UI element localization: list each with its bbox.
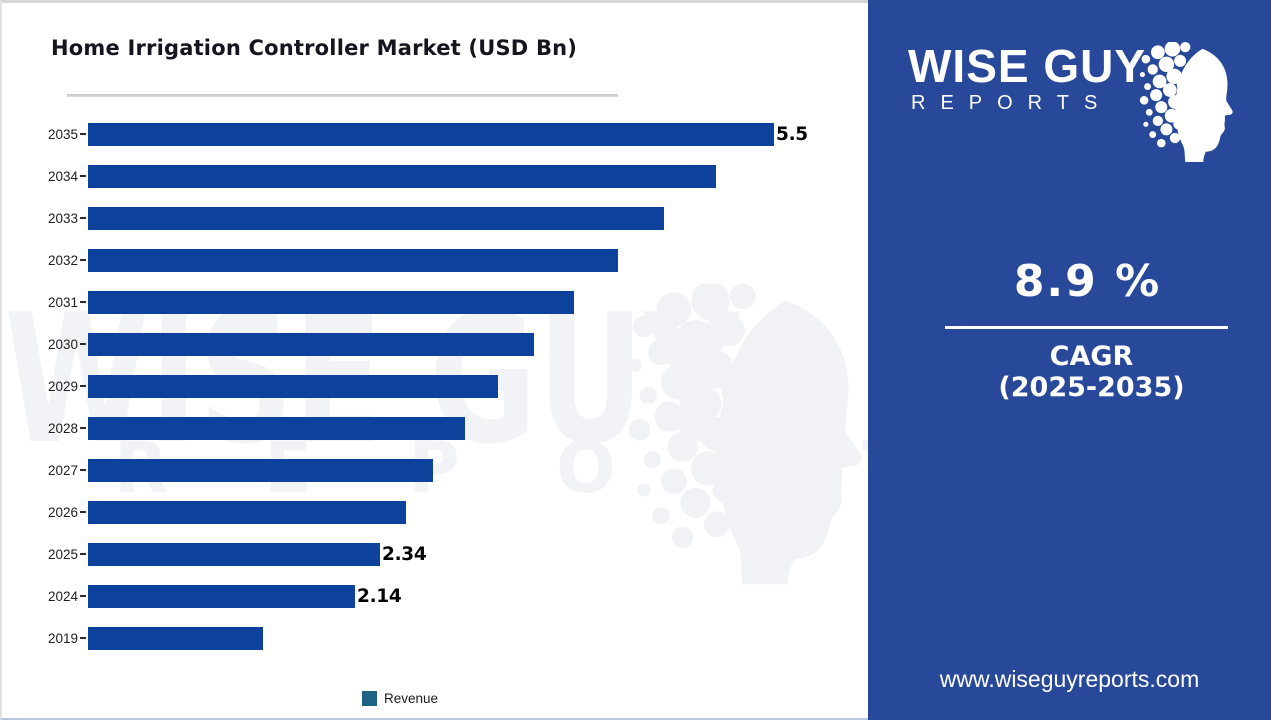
legend-swatch (362, 691, 377, 706)
bar-row: 2033 (2, 197, 868, 239)
y-axis-tick (80, 637, 86, 639)
bar-row: 2025 2.34 (2, 533, 868, 575)
bar-row: 2032 (2, 239, 868, 281)
chart-title: Home Irrigation Controller Market (USD B… (51, 36, 578, 60)
legend: Revenue (362, 691, 438, 706)
logo-line1: WISE GUY (908, 40, 1147, 92)
revenue-bar (88, 206, 664, 230)
y-axis-tick (80, 259, 86, 261)
y-axis-label: 2033 (47, 210, 78, 226)
cagr-divider (945, 326, 1228, 329)
y-axis-label: 2027 (47, 462, 78, 478)
revenue-bar (88, 458, 433, 482)
bar-track (88, 197, 868, 239)
y-axis-label: 2019 (47, 630, 78, 646)
bar-track (88, 281, 868, 323)
bar-track (88, 407, 868, 449)
bar-row: 2029 (2, 365, 868, 407)
revenue-bar (88, 584, 355, 608)
bar-row: 2028 (2, 407, 868, 449)
legend-label: Revenue (384, 691, 439, 706)
y-axis-label: 2032 (47, 252, 78, 268)
revenue-bar (88, 332, 534, 356)
bar-row: 2024 2.14 (2, 575, 868, 617)
revenue-bar (88, 416, 465, 440)
y-axis-tick (80, 343, 86, 345)
y-axis-tick (80, 385, 86, 387)
y-axis-tick (80, 301, 86, 303)
y-axis-label: 2035 (47, 126, 78, 142)
revenue-bar (88, 290, 574, 314)
logo-head-icon (1134, 42, 1240, 162)
website-url: www.wiseguyreports.com (939, 666, 1200, 692)
bar-track (88, 365, 868, 407)
y-axis-tick (80, 511, 86, 513)
y-axis-label: 2025 (47, 546, 78, 562)
bar-row: 2026 (2, 491, 868, 533)
logo-text: WISE GUY REPORTS (908, 42, 1146, 115)
cagr-value: 8.9 % (1013, 256, 1162, 307)
revenue-bar (88, 500, 406, 524)
bar-row: 2030 (2, 323, 868, 365)
bar-track: 5.5 (88, 113, 868, 155)
revenue-bar (88, 542, 380, 566)
y-axis-tick (80, 217, 86, 219)
y-axis-label: 2028 (47, 420, 78, 436)
y-axis-label: 2034 (47, 168, 78, 184)
y-axis-label: 2026 (47, 504, 78, 520)
y-axis-label: 2024 (47, 588, 78, 604)
y-axis-tick (80, 133, 86, 135)
y-axis-tick (80, 469, 86, 471)
y-axis-tick (80, 595, 86, 597)
bar-track (88, 323, 868, 365)
bar-track (88, 491, 868, 533)
bar-track (88, 239, 868, 281)
y-axis-tick (80, 553, 86, 555)
bar-row: 2027 (2, 449, 868, 491)
bar-row: 2035 5.5 (2, 113, 868, 155)
bar-row: 2019 (2, 617, 868, 659)
bar-track (88, 617, 868, 659)
y-axis-label: 2030 (47, 336, 78, 352)
revenue-bar (88, 164, 716, 188)
y-axis-label: 2031 (47, 294, 78, 310)
cagr-label-line1: CAGR (1049, 341, 1134, 372)
revenue-bar (88, 248, 618, 272)
bar-track (88, 449, 868, 491)
bar-value-label: 2.14 (357, 585, 402, 607)
wise-guy-logo: WISE GUY REPORTS (908, 42, 1265, 162)
bar-value-label: 5.5 (776, 123, 808, 145)
revenue-bar (88, 122, 774, 146)
y-axis-label: 2029 (47, 378, 78, 394)
bar-track: 2.14 (88, 575, 868, 617)
cagr-label-line2: (2025-2035) (998, 372, 1185, 403)
sidebar: WISE GUY REPORTS 8.9 % CAGR (2025-2035) … (868, 0, 1271, 720)
bar-track: 2.34 (88, 533, 868, 575)
logo-line2: REPORTS (911, 92, 1113, 115)
revenue-bar (88, 626, 263, 650)
y-axis-tick (80, 427, 86, 429)
bar-value-label: 2.34 (382, 543, 427, 565)
bar-row: 2034 (2, 155, 868, 197)
chart-panel: WISE GUY R E P O R T S Home Irrigation C… (0, 0, 868, 720)
bar-track (88, 155, 868, 197)
y-axis-tick (80, 175, 86, 177)
revenue-bar (88, 374, 498, 398)
bar-row: 2031 (2, 281, 868, 323)
cagr-label: CAGR (2025-2035) (924, 341, 1259, 403)
title-divider (67, 94, 618, 97)
bar-chart: 2035 5.5 2034 2033 2032 2031 2030 2029 2028 2027 2… (2, 113, 868, 659)
